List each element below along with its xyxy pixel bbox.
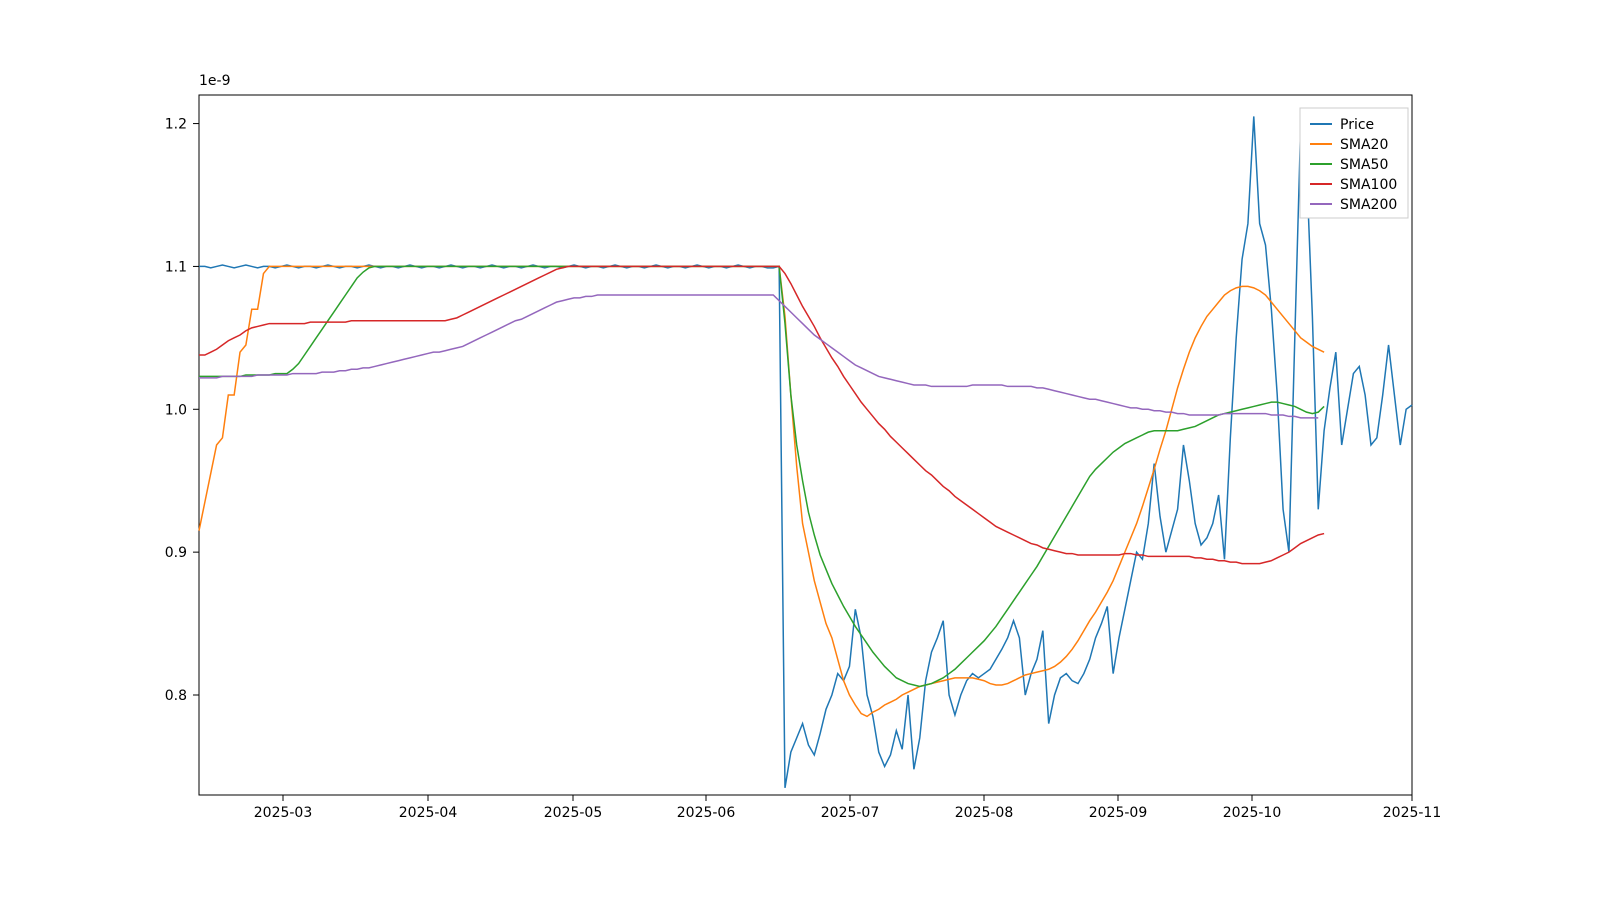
x-tick-label-1: 2025-04 [399, 805, 458, 821]
y-axis-exponent-label: 1e-9 [199, 73, 230, 89]
chart-container: 0.8 0.9 1.0 1.1 1.2 2025-03 2025-04 2025-05 202… [0, 0, 1600, 900]
chart-svg: 0.80.91.01.11.2 2025-03 2025-04 2025-05 202… [0, 0, 1600, 900]
legend[interactable]: Price SMA20 SMA50 SMA100 SMA200 [1300, 108, 1408, 218]
x-axis-ticks: 2025-03 2025-04 2025-05 2025-06 2025-07 2025-… [254, 795, 1442, 821]
x-tick-label-8: 2025-11 [1383, 805, 1442, 821]
series-line-sma100 [199, 266, 1324, 563]
series-line-sma200 [199, 295, 1318, 418]
y-tick-label-4: 1.2 [165, 117, 187, 133]
y-tick-label-0: 0.8 [165, 688, 187, 704]
series-line-sma20 [199, 266, 1324, 716]
x-tick-label-4: 2025-07 [821, 805, 880, 821]
series-lines [199, 116, 1412, 787]
series-line-price [199, 116, 1412, 787]
legend-label-sma200[interactable]: SMA200 [1340, 197, 1397, 213]
x-tick-label-3: 2025-06 [677, 805, 736, 821]
legend-label-sma100[interactable]: SMA100 [1340, 177, 1397, 193]
x-tick-label-7: 2025-10 [1223, 805, 1282, 821]
y-tick-label-3: 1.1 [165, 259, 187, 275]
legend-label-sma50[interactable]: SMA50 [1340, 157, 1388, 173]
y-axis-ticks: 0.8 0.9 1.0 1.1 1.2 [165, 117, 199, 704]
legend-label-sma20[interactable]: SMA20 [1340, 137, 1388, 153]
y-tick-label-2: 1.0 [165, 402, 187, 418]
x-tick-label-6: 2025-09 [1089, 805, 1148, 821]
x-tick-label-2: 2025-05 [544, 805, 603, 821]
y-tick-label-1: 0.9 [165, 545, 187, 561]
legend-label-price[interactable]: Price [1340, 117, 1374, 133]
x-tick-label-5: 2025-08 [955, 805, 1014, 821]
x-tick-label-0: 2025-03 [254, 805, 313, 821]
